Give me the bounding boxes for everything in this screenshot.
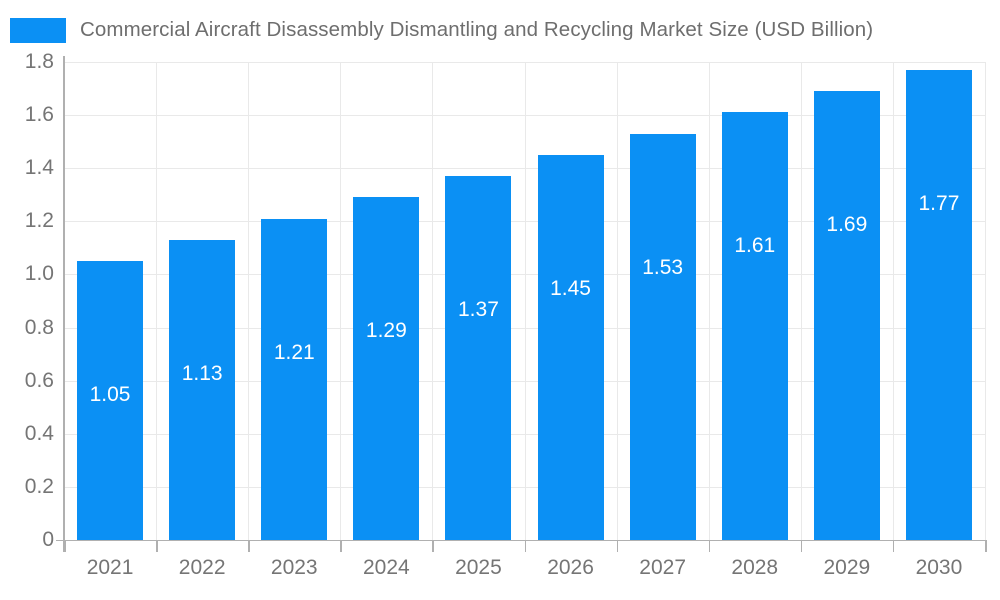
x-axis-tick-mark — [524, 540, 527, 552]
x-axis-tick-mark — [708, 540, 711, 552]
legend-color-swatch[interactable] — [10, 17, 66, 43]
bar[interactable]: 1.45 — [537, 154, 604, 540]
x-axis-tick-mark — [248, 540, 250, 552]
x-axis-tick-mark — [892, 540, 895, 552]
x-axis-tick-label: 2028 — [731, 556, 779, 579]
x-axis-tick-mark — [800, 540, 803, 552]
x-axis-line — [56, 539, 985, 542]
bar-value-label: 1.69 — [826, 213, 868, 237]
bar-value-label: 1.05 — [89, 383, 131, 407]
x-axis-tick-label: 2030 — [915, 556, 963, 579]
x-axis-tick-label: 2021 — [86, 556, 134, 579]
bar-value-label: 1.77 — [918, 191, 960, 215]
bar[interactable]: 1.05 — [77, 261, 144, 540]
bar[interactable]: 1.13 — [169, 239, 236, 540]
gridline-vertical — [616, 62, 618, 540]
chart-legend: Commercial Aircraft Disassembly Dismantl… — [10, 12, 873, 48]
x-axis-tick-mark — [985, 540, 987, 552]
bars-container: 1.05 1.13 1.21 1.29 1.37 1.45 1.53 1.61 1.69 1.77 — [77, 69, 972, 540]
bar-value-label: 1.29 — [365, 319, 407, 343]
y-axis-line — [63, 56, 65, 552]
gridline-vertical — [708, 62, 710, 540]
bar[interactable]: 1.53 — [629, 133, 696, 540]
x-axis-tick-mark — [432, 540, 434, 552]
gridline-vertical — [800, 62, 802, 540]
bar[interactable]: 1.61 — [721, 112, 788, 540]
plot-area — [64, 62, 986, 541]
x-axis-tick-label: 2024 — [362, 556, 410, 579]
x-axis-tick-label: 2023 — [270, 556, 318, 579]
bar[interactable]: 1.77 — [905, 69, 972, 540]
bar-value-label: 1.13 — [181, 361, 223, 385]
gridline-vertical — [248, 62, 250, 540]
x-axis-tick-label: 2026 — [547, 556, 594, 579]
bar[interactable]: 1.69 — [813, 91, 880, 540]
bar-value-label: 1.21 — [273, 340, 315, 364]
legend-series-label: Commercial Aircraft Disassembly Dismantl… — [80, 18, 874, 41]
gridline-vertical — [156, 62, 158, 540]
x-axis-tick-label: 2025 — [455, 556, 502, 579]
gridline-vertical — [985, 62, 986, 540]
x-axis-tick-mark — [156, 540, 158, 552]
gridline-vertical — [524, 62, 526, 540]
gridline-vertical — [432, 62, 434, 540]
x-axis-tick-mark — [340, 540, 342, 552]
bar-value-label: 1.61 — [734, 234, 776, 258]
gridline-vertical — [340, 62, 342, 540]
bar[interactable]: 1.21 — [261, 218, 328, 540]
bar[interactable]: 1.37 — [445, 176, 512, 540]
bar[interactable]: 1.29 — [353, 197, 420, 540]
bar-value-label: 1.37 — [458, 298, 499, 322]
x-axis-tick-label: 2029 — [823, 556, 871, 579]
x-axis-tick-label: 2022 — [178, 556, 226, 579]
gridline-vertical — [892, 62, 894, 540]
bar-value-label: 1.53 — [642, 255, 684, 279]
x-axis-tick-label: 2027 — [639, 556, 686, 579]
x-axis-tick-mark — [64, 540, 66, 552]
x-axis-tick-mark — [616, 540, 619, 552]
bar-value-label: 1.45 — [550, 276, 591, 300]
